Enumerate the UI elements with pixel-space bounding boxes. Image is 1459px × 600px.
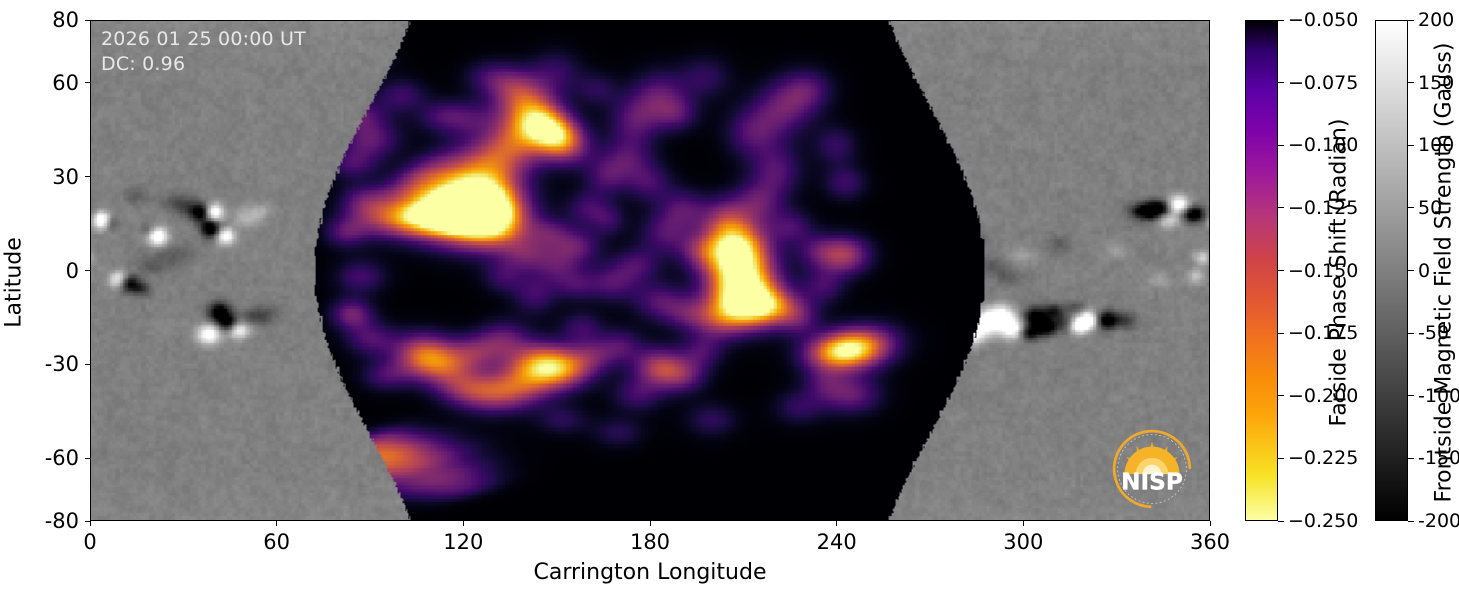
farside-colorbar-tick-mark (1278, 332, 1284, 334)
y-tick-mark (85, 457, 90, 459)
synoptic-map-axes: 2026 01 25 00:00 UT DC: 0.96 NISP (90, 20, 1210, 521)
farside-colorbar-tick-mark (1278, 144, 1284, 146)
x-tick-label: 120 (443, 530, 484, 554)
y-tick-label: 0 (65, 258, 79, 283)
y-tick-label: -80 (44, 509, 79, 533)
x-tick-label: 360 (1189, 530, 1231, 554)
farside-colorbar-tick-label: −0.100 (1288, 134, 1359, 157)
frontside-colorbar-tick-mark (1408, 457, 1414, 459)
farside-colorbar-tick-mark (1278, 457, 1284, 459)
farside-colorbar-tick-label: −0.225 (1288, 447, 1359, 470)
y-tick-mark (85, 82, 90, 84)
farside-colorbar (1245, 20, 1278, 521)
x-tick-label: 300 (1003, 530, 1044, 554)
frontside-colorbar (1375, 20, 1408, 521)
frontside-colorbar-tick-label: 0 (1418, 259, 1431, 282)
frontside-colorbar-tick-mark (1408, 332, 1414, 334)
farside-colorbar-tick-label: −0.150 (1288, 259, 1359, 282)
farside-colorbar-tick-label: −0.200 (1288, 384, 1359, 407)
nisp-logo-icon: NISP (1112, 429, 1192, 509)
farside-colorbar-tick-mark (1278, 19, 1284, 21)
frontside-colorbar-tick-label: -150 (1418, 447, 1459, 470)
x-tick-label: 0 (83, 530, 97, 554)
y-tick-label: -30 (44, 352, 79, 377)
x-tick-mark (836, 521, 838, 526)
x-tick-mark (1022, 521, 1024, 526)
y-tick-mark (85, 363, 90, 366)
frontside-colorbar-tick-mark (1408, 19, 1414, 21)
y-tick-label: 80 (52, 8, 79, 32)
y-tick-mark (85, 520, 90, 522)
frontside-colorbar-tick-label: -200 (1418, 510, 1459, 532)
frontside-colorbar-tick-mark (1408, 207, 1414, 209)
y-tick-label: 60 (52, 70, 79, 95)
frontside-colorbar-tick-label: 150 (1418, 71, 1455, 94)
x-tick-mark (649, 521, 651, 526)
frontside-colorbar-tick-label: -50 (1418, 322, 1450, 345)
frontside-colorbar-tick-label: 50 (1418, 196, 1443, 219)
farside-colorbar-tick-mark (1278, 82, 1284, 84)
frontside-colorbar-tick-mark (1408, 144, 1414, 146)
frontside-colorbar-tick-label: 100 (1418, 134, 1455, 157)
farside-colorbar-tick-label: −0.075 (1288, 71, 1359, 94)
frontside-colorbar-tick-label: -100 (1418, 384, 1459, 407)
farside-colorbar-tick-mark (1278, 520, 1284, 522)
x-axis-label: Carrington Longitude (533, 560, 767, 585)
farside-colorbar-tick-label: −0.250 (1288, 510, 1359, 532)
farside-colorbar-tick-label: −0.125 (1288, 196, 1359, 219)
farside-colorbar-tick-label: −0.175 (1288, 322, 1359, 345)
frontside-colorbar-tick-mark (1408, 395, 1414, 397)
x-tick-label: 180 (629, 530, 671, 554)
frontside-colorbar-tick-mark (1408, 520, 1414, 522)
frontside-colorbar-tick-mark (1408, 82, 1414, 84)
y-tick-label: 30 (52, 164, 79, 189)
x-tick-label: 60 (263, 530, 291, 554)
y-tick-label: -60 (44, 446, 79, 471)
x-tick-mark (1209, 521, 1211, 526)
x-tick-mark (462, 521, 464, 526)
farside-colorbar-tick-mark (1278, 207, 1284, 209)
farside-colorbar-tick-label: −0.050 (1288, 9, 1359, 31)
svg-text:NISP: NISP (1121, 469, 1183, 496)
y-tick-mark (85, 176, 90, 178)
x-tick-mark (89, 521, 91, 526)
y-tick-mark (85, 19, 90, 21)
farside-colorbar-tick-mark (1278, 395, 1284, 397)
x-tick-label: 240 (816, 530, 857, 554)
y-axis-label: Latitude (1, 237, 27, 328)
farside-colorbar-tick-mark (1278, 270, 1284, 272)
synoptic-map-image (91, 21, 1209, 520)
y-tick-mark (85, 270, 90, 272)
x-tick-mark (276, 521, 278, 526)
frontside-colorbar-tick-mark (1408, 270, 1414, 272)
frontside-colorbar-tick-label: 200 (1418, 9, 1455, 31)
